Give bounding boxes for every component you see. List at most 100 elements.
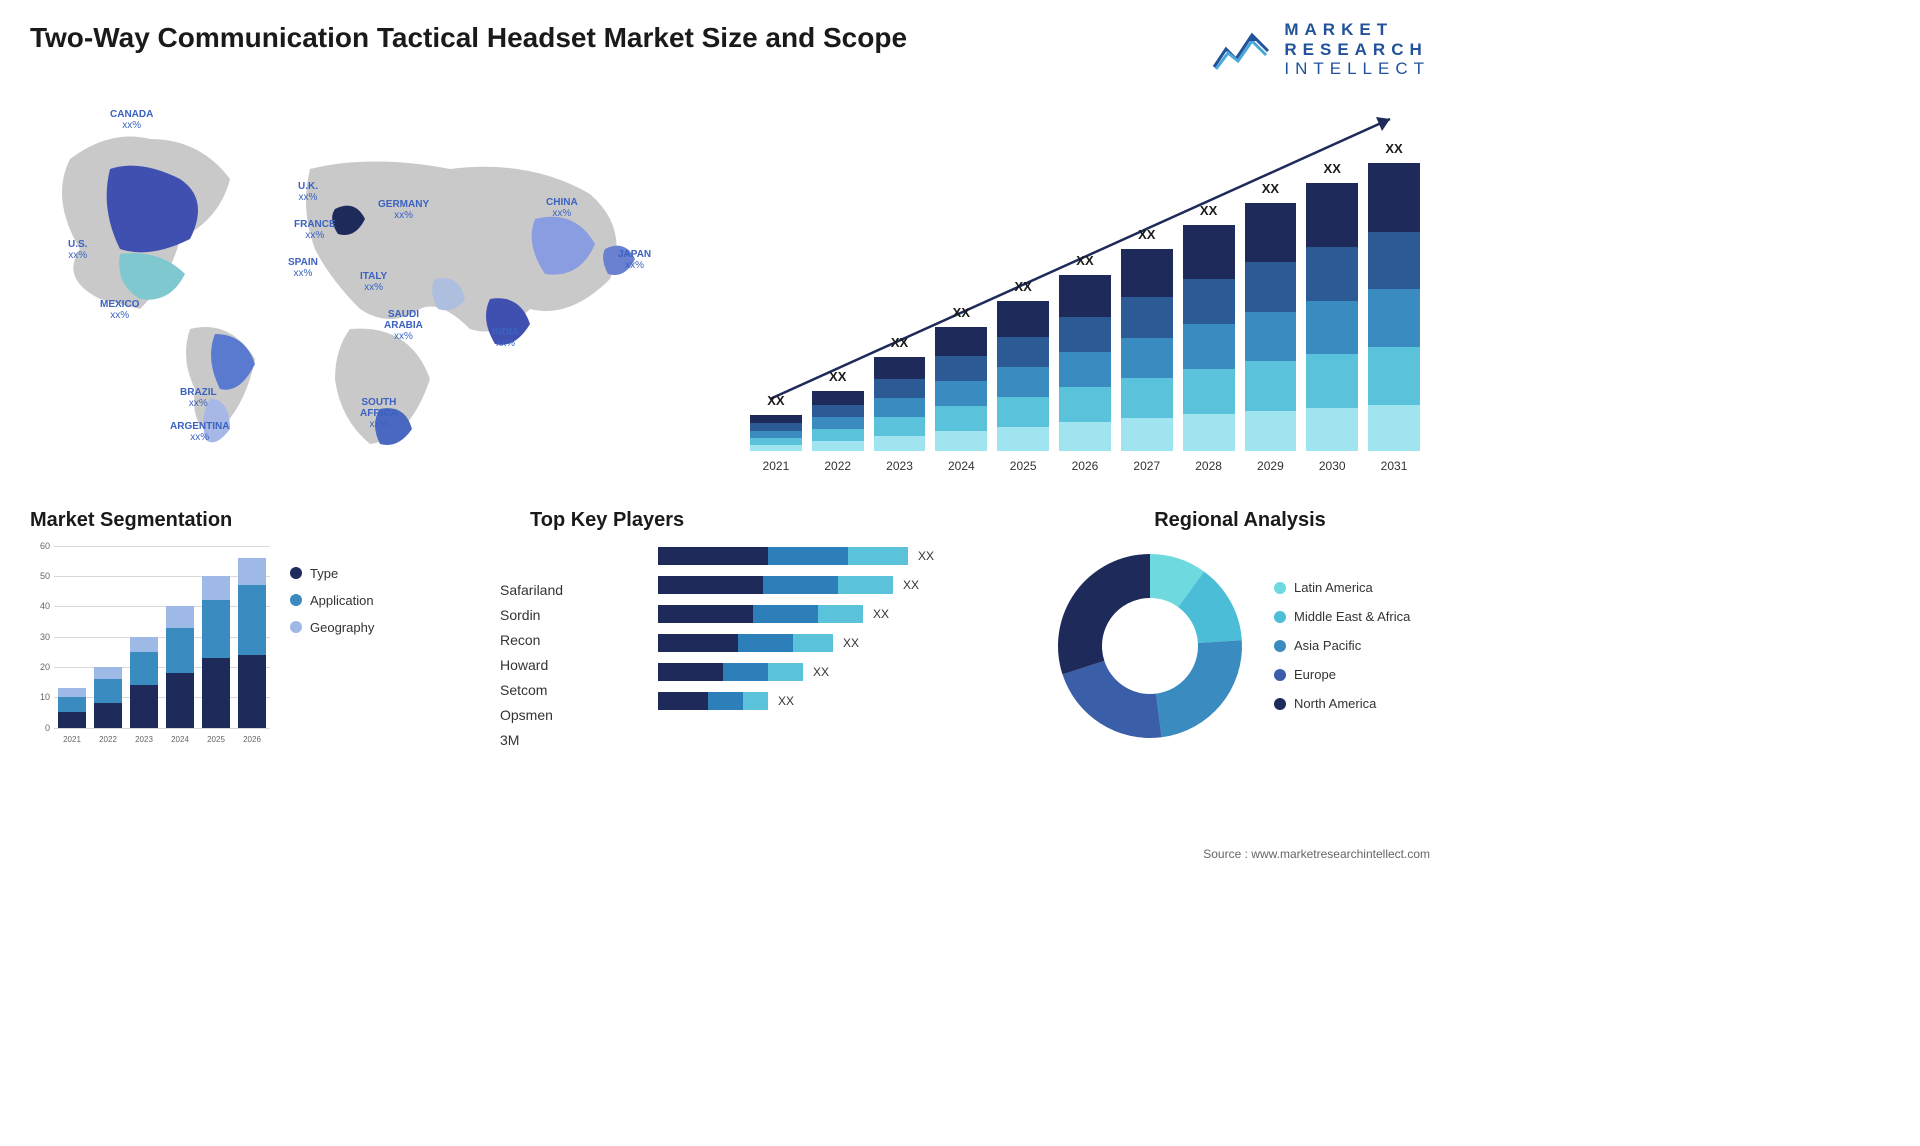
player-name: Safariland — [500, 582, 563, 598]
regional-legend-item: Latin America — [1274, 580, 1410, 595]
seg-bar-year: 2021 — [58, 735, 86, 744]
country-label: MEXICOxx% — [100, 299, 139, 321]
brand-logo: MARKET RESEARCH INTELLECT — [1212, 20, 1430, 79]
growth-bar: XX2027 — [1121, 249, 1173, 451]
growth-bar-year: 2021 — [750, 459, 802, 473]
growth-bar-label: XX — [1183, 203, 1235, 218]
growth-bar-year: 2027 — [1121, 459, 1173, 473]
growth-bar: XX2029 — [1245, 203, 1297, 451]
legend-label: North America — [1294, 696, 1376, 711]
player-name: Recon — [500, 632, 540, 648]
market-growth-chart: XX2021XX2022XX2023XX2024XX2025XX2026XX20… — [740, 99, 1430, 479]
seg-bar: 2026 — [238, 558, 266, 728]
seg-axis-tick: 20 — [40, 662, 50, 672]
legend-swatch-icon — [1274, 698, 1286, 710]
seg-axis-tick: 10 — [40, 692, 50, 702]
seg-bar: 2022 — [94, 667, 122, 728]
growth-bar: XX2021 — [750, 415, 802, 451]
growth-bar: XX2022 — [812, 391, 864, 451]
player-bar-value: XX — [918, 549, 934, 563]
seg-bar: 2025 — [202, 576, 230, 728]
country-label: ITALYxx% — [360, 271, 387, 293]
seg-legend-item: Geography — [290, 620, 374, 635]
donut-slice — [1058, 554, 1150, 674]
country-label: CHINAxx% — [546, 197, 578, 219]
segmentation-title: Market Segmentation — [30, 509, 510, 532]
logo-line1: MARKET — [1284, 20, 1430, 40]
growth-bar-label: XX — [997, 279, 1049, 294]
player-bar-row: XX — [658, 546, 990, 566]
growth-bar-label: XX — [1245, 181, 1297, 196]
country-label: BRAZILxx% — [180, 387, 217, 409]
growth-bar: XX2031 — [1368, 163, 1420, 451]
donut-slice — [1063, 660, 1162, 737]
page-title: Two-Way Communication Tactical Headset M… — [30, 20, 907, 55]
player-name: Setcom — [500, 682, 547, 698]
legend-swatch-icon — [290, 567, 302, 579]
legend-label: Middle East & Africa — [1294, 609, 1410, 624]
growth-bar: XX2023 — [874, 357, 926, 451]
growth-bar-year: 2022 — [812, 459, 864, 473]
player-bar — [658, 692, 768, 710]
seg-bar-year: 2023 — [130, 735, 158, 744]
regional-title: Regional Analysis — [1050, 509, 1430, 532]
player-names-list: SafarilandSordinReconHowardSetcomOpsmen3… — [500, 578, 600, 748]
seg-bar: 2021 — [58, 688, 86, 727]
player-bar-row: XX — [658, 575, 990, 595]
growth-bar-label: XX — [1121, 227, 1173, 242]
country-label: U.K.xx% — [298, 181, 318, 203]
legend-swatch-icon — [1274, 611, 1286, 623]
country-label: GERMANYxx% — [378, 199, 429, 221]
players-title: Top Key Players — [530, 509, 1030, 532]
growth-bar: XX2025 — [997, 301, 1049, 451]
growth-bar-year: 2024 — [935, 459, 987, 473]
player-bar-value: XX — [813, 665, 829, 679]
legend-label: Geography — [310, 620, 374, 635]
seg-axis-tick: 50 — [40, 571, 50, 581]
growth-bar: XX2030 — [1306, 183, 1358, 451]
player-bar-value: XX — [843, 636, 859, 650]
growth-bar: XX2028 — [1183, 225, 1235, 451]
player-bar — [658, 663, 803, 681]
player-bar — [658, 576, 893, 594]
seg-axis-tick: 60 — [40, 541, 50, 551]
source-attribution: Source : www.marketresearchintellect.com — [1203, 847, 1430, 861]
country-label: U.S.xx% — [68, 239, 87, 261]
country-label: SOUTHAFRICAxx% — [360, 397, 398, 430]
regional-legend-item: North America — [1274, 696, 1410, 711]
segmentation-chart: 0102030405060 202120222023202420252026 T… — [30, 546, 510, 746]
growth-bar-label: XX — [1306, 161, 1358, 176]
country-label: INDIAxx% — [492, 327, 519, 349]
legend-label: Application — [310, 593, 374, 608]
legend-label: Type — [310, 566, 338, 581]
country-label: CANADAxx% — [110, 109, 153, 131]
regional-legend-item: Asia Pacific — [1274, 638, 1410, 653]
player-name: Sordin — [500, 607, 540, 623]
player-bar-value: XX — [903, 578, 919, 592]
player-name: Opsmen — [500, 707, 553, 723]
seg-axis-tick: 40 — [40, 601, 50, 611]
country-label: SPAINxx% — [288, 257, 318, 279]
seg-bar-year: 2026 — [238, 735, 266, 744]
growth-bar: XX2026 — [1059, 275, 1111, 451]
donut-slice — [1156, 640, 1242, 737]
growth-bar-label: XX — [1059, 253, 1111, 268]
seg-axis-tick: 0 — [45, 723, 50, 733]
legend-swatch-icon — [1274, 640, 1286, 652]
player-name: Howard — [500, 657, 548, 673]
country-label: SAUDIARABIAxx% — [384, 309, 423, 342]
regional-legend-item: Middle East & Africa — [1274, 609, 1410, 624]
world-map: CANADAxx%U.S.xx%MEXICOxx%BRAZILxx%ARGENT… — [30, 99, 710, 479]
player-bar-row: XX — [658, 691, 990, 711]
legend-swatch-icon — [290, 594, 302, 606]
player-bar-row: XX — [658, 604, 990, 624]
seg-bar-year: 2025 — [202, 735, 230, 744]
growth-bar-label: XX — [1368, 141, 1420, 156]
player-bar-value: XX — [778, 694, 794, 708]
growth-bar-label: XX — [874, 335, 926, 350]
country-label: FRANCExx% — [294, 219, 336, 241]
seg-legend-item: Type — [290, 566, 374, 581]
logo-mark-icon — [1212, 27, 1272, 71]
growth-bar-label: XX — [812, 369, 864, 384]
seg-legend-item: Application — [290, 593, 374, 608]
